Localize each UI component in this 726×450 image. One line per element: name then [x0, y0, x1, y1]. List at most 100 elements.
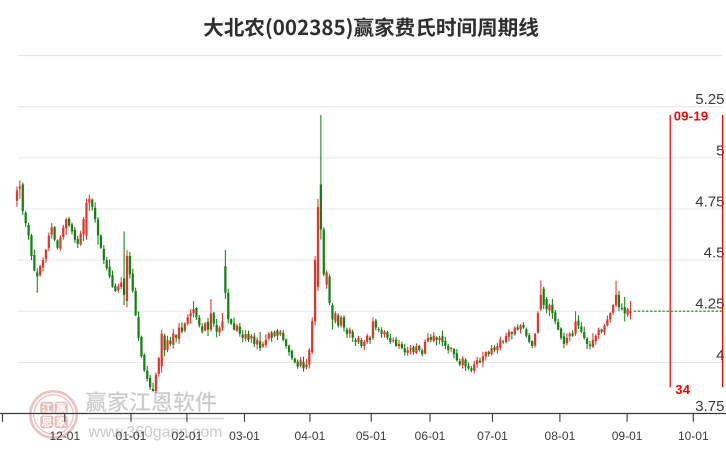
candle-body: [458, 361, 461, 365]
candle-body: [163, 335, 166, 351]
candle-body: [394, 339, 398, 346]
candle-body: [403, 348, 406, 353]
candle-body: [571, 333, 574, 336]
candle-body: [209, 313, 213, 330]
candle-body: [99, 235, 103, 248]
gridlines: [17, 55, 723, 363]
candle-body: [539, 294, 542, 310]
candle-body: [455, 353, 459, 361]
candle-body: [380, 330, 383, 334]
candle-body: [125, 256, 129, 302]
candle-body: [39, 266, 42, 276]
candle-body: [105, 260, 108, 269]
y-tick-label: 4.5: [704, 245, 725, 262]
x-tick-label: 09-01: [612, 429, 643, 443]
candle-body: [44, 249, 48, 260]
candle-body: [247, 333, 250, 340]
candle-body: [423, 341, 427, 354]
candle-body: [542, 288, 545, 306]
watermark: www.360gann.com: [28, 389, 224, 441]
x-tick-label: 12-01: [49, 429, 80, 443]
candle-body: [368, 337, 372, 340]
candle-body: [577, 320, 580, 326]
candle-body: [438, 337, 441, 341]
candle-body: [325, 272, 328, 285]
candle-body: [348, 329, 351, 334]
candle-body: [533, 333, 537, 346]
candle-body: [435, 337, 438, 340]
candle-body: [588, 344, 592, 346]
candle-body: [189, 313, 192, 317]
seal-characters: [41, 402, 67, 427]
candle-body: [53, 227, 56, 240]
candle-body: [559, 328, 563, 338]
candle-body: [166, 339, 169, 351]
candle-body: [519, 325, 522, 330]
candle-body: [267, 333, 270, 339]
candle-body: [557, 321, 560, 330]
candle-body: [183, 323, 186, 331]
candle-body: [554, 312, 557, 322]
candle-body: [241, 334, 244, 338]
candle-body: [67, 218, 71, 226]
x-tick-label: 03-01: [229, 429, 260, 443]
candle-body: [397, 343, 401, 347]
candle-body: [331, 305, 334, 320]
candle-body: [600, 329, 603, 332]
candle-body: [496, 346, 499, 351]
candle-body: [114, 286, 117, 291]
candle-body: [528, 335, 531, 342]
candle-body: [111, 275, 114, 287]
candle-body: [464, 359, 467, 367]
candle-body: [94, 207, 97, 220]
candle-body: [340, 317, 343, 326]
candle-body: [305, 364, 308, 368]
candle-body: [502, 341, 505, 343]
candle-body: [504, 335, 508, 343]
candle-body: [232, 323, 236, 330]
candle-body: [334, 313, 337, 322]
candle-body: [151, 388, 155, 392]
candle-body: [102, 249, 105, 261]
candle-body: [290, 350, 294, 359]
candle-body: [316, 206, 320, 287]
x-tick-label: 04-01: [295, 429, 326, 443]
candle-body: [276, 330, 279, 336]
candle-body: [21, 184, 24, 212]
x-tick-label: 05-01: [356, 429, 387, 443]
candle-body: [481, 356, 485, 362]
candle-body: [322, 229, 325, 275]
candle-body: [597, 329, 600, 335]
fib-date-label: 09-19: [674, 109, 709, 124]
candle-body: [296, 361, 299, 367]
candle-body: [525, 329, 528, 336]
candle-body: [487, 351, 490, 355]
candle-body: [461, 358, 464, 366]
y-tick-label: 5: [716, 142, 724, 159]
candle-body: [273, 331, 276, 337]
candle-body: [313, 260, 317, 322]
candle-body: [609, 313, 612, 320]
candle-body: [169, 340, 172, 344]
candle-body: [65, 219, 68, 229]
candle-body: [256, 339, 259, 345]
candle-body: [270, 332, 273, 338]
candle-body: [311, 321, 314, 353]
candle-body: [377, 329, 380, 330]
candle-body: [76, 239, 79, 244]
y-tick-label: 5.25: [695, 91, 724, 108]
candle-body: [117, 286, 120, 291]
candle-body: [62, 227, 65, 238]
candle-body: [565, 337, 568, 344]
candle-body: [510, 332, 513, 334]
candle-body: [287, 345, 291, 353]
candle-body: [429, 337, 432, 340]
candle-body: [591, 339, 595, 347]
seal-tile: [40, 401, 54, 415]
candle-body: [366, 335, 369, 342]
candle-body: [201, 326, 204, 332]
candle-body: [603, 325, 606, 333]
candle-body: [452, 348, 456, 355]
candle-body: [15, 190, 19, 201]
